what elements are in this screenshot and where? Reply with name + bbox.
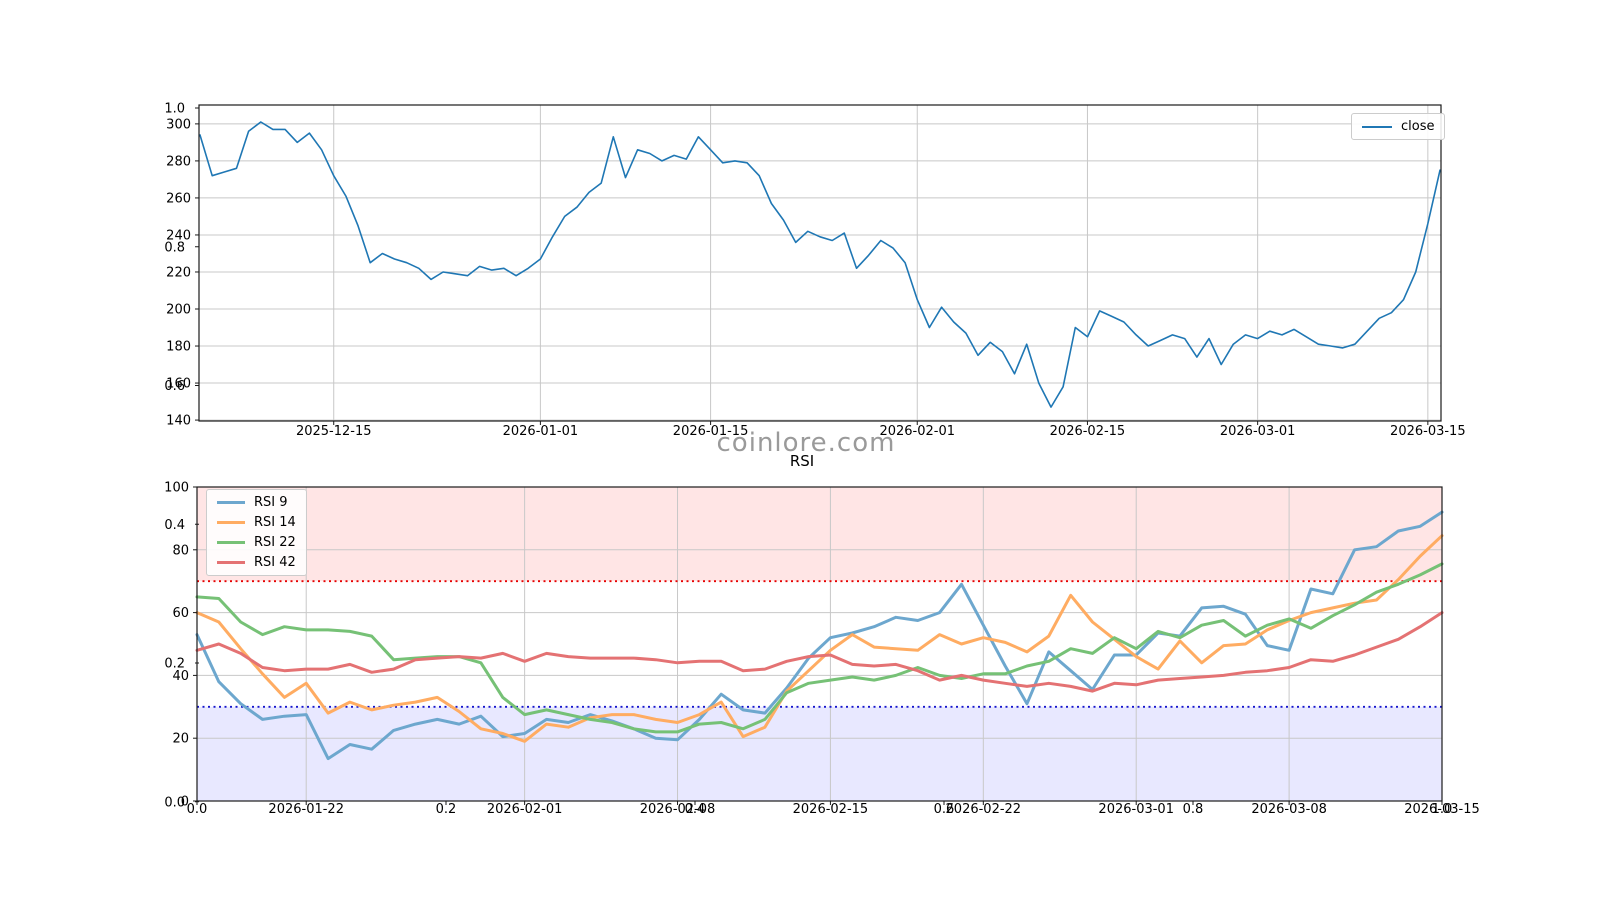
x-tick-label: 2026-03-15 <box>1404 802 1480 817</box>
legend-item: RSI 22 <box>217 535 296 550</box>
rsi-panel-title: RSI <box>789 452 815 470</box>
overlay-x-tick-label: 0.2 <box>436 802 457 817</box>
legend-item: RSI 9 <box>217 495 296 510</box>
x-tick-label: 2025-12-15 <box>296 424 372 439</box>
close-line <box>199 121 1441 408</box>
legend-label: RSI 14 <box>254 515 296 530</box>
overlay-axis-artifact: 1.0 0.8 0.6 0.4 0.2 0.0 0.0 0.2 0.4 0.6 0.8 1.0 <box>164 102 1452 818</box>
rsi-panel: 2026-01-22 2026-02-01 2026-02-08 2026-02-15… <box>164 481 1480 818</box>
legend-line-icon <box>217 501 245 504</box>
y-tick-label: 200 <box>166 303 191 318</box>
y-tick-label: 220 <box>166 265 191 280</box>
y-tick-label: 140 <box>166 414 191 429</box>
x-tick-label: 2026-02-01 <box>487 802 563 817</box>
legend-label: RSI 22 <box>254 535 296 550</box>
legend-line-icon <box>1362 125 1392 128</box>
y-tick-label: 160 <box>166 377 191 392</box>
y-tick-label: 40 <box>172 669 189 684</box>
overlay-x-tick-label: 0.0 <box>187 802 208 817</box>
y-tick-label: 280 <box>166 154 191 169</box>
rsi-42-line <box>195 611 1444 693</box>
x-tick-label: 2026-02-08 <box>640 802 716 817</box>
x-tick-label: 2026-03-01 <box>1220 424 1296 439</box>
overlay-y-tick-label: 0.4 <box>164 518 185 533</box>
x-tick-label: 2026-03-01 <box>1098 802 1174 817</box>
axes-spines <box>198 104 1442 422</box>
y-tick-label: 180 <box>166 340 191 355</box>
y-tick-label: 0 <box>181 795 189 810</box>
price-legend: close <box>1351 113 1446 140</box>
overlay-x-tick-label: 0.8 <box>1183 802 1204 817</box>
legend-line-icon <box>217 561 245 564</box>
x-tick-label: 2026-01-15 <box>673 424 749 439</box>
x-tick-label: 2026-03-15 <box>1390 424 1466 439</box>
y-tick-label: 300 <box>166 117 191 132</box>
y-tick-label: 260 <box>166 191 191 206</box>
legend-line-icon <box>217 521 245 524</box>
legend-label: RSI 42 <box>254 555 296 570</box>
overlay-y-tick-label: 0.0 <box>164 795 185 810</box>
rsi-22-line <box>195 562 1444 734</box>
legend-item: close <box>1362 119 1434 134</box>
overlay-y-tick-label: 1.0 <box>164 102 185 117</box>
x-tick-label: 2026-02-15 <box>1050 424 1126 439</box>
y-tick-label: 60 <box>172 606 189 621</box>
overbought-zone <box>197 487 1442 582</box>
x-tick-label: 2026-02-22 <box>946 802 1022 817</box>
x-tick-label: 2026-01-22 <box>268 802 344 817</box>
overlay-y-tick-label: 0.8 <box>164 240 185 255</box>
legend-label: close <box>1401 119 1435 134</box>
legend-line-icon <box>217 541 245 544</box>
axes-spines <box>196 486 1443 802</box>
legend-label: RSI 9 <box>254 495 288 510</box>
y-tick-label: 80 <box>172 543 189 558</box>
x-tick-label: 2026-03-08 <box>1251 802 1327 817</box>
overlay-x-tick-label: 1.0 <box>1432 802 1453 817</box>
oversold-zone <box>197 706 1442 801</box>
overlay-x-tick-label: 0.4 <box>685 802 706 817</box>
rsi-14-line <box>195 534 1444 743</box>
overlay-x-tick-label: 0.6 <box>934 802 955 817</box>
y-tick-label: 20 <box>172 732 189 747</box>
overlay-y-tick-label: 0.6 <box>164 379 185 394</box>
rsi-9-line <box>195 510 1444 761</box>
x-tick-label: 2026-01-01 <box>503 424 579 439</box>
y-tick-label: 100 <box>164 481 189 496</box>
y-tick-label: 240 <box>166 228 191 243</box>
watermark: coinlore.com <box>716 428 896 458</box>
x-tick-label: 2026-02-01 <box>879 424 955 439</box>
legend-item: RSI 14 <box>217 515 296 530</box>
legend-item: RSI 42 <box>217 555 296 570</box>
x-tick-label: 2026-02-15 <box>793 802 869 817</box>
price-panel: 2025-12-15 2026-01-01 2026-01-15 2026-02-01… <box>166 104 1466 439</box>
rsi-legend: RSI 9 RSI 14 RSI 22 RSI 42 <box>206 489 307 576</box>
overlay-y-tick-label: 0.2 <box>164 657 185 672</box>
